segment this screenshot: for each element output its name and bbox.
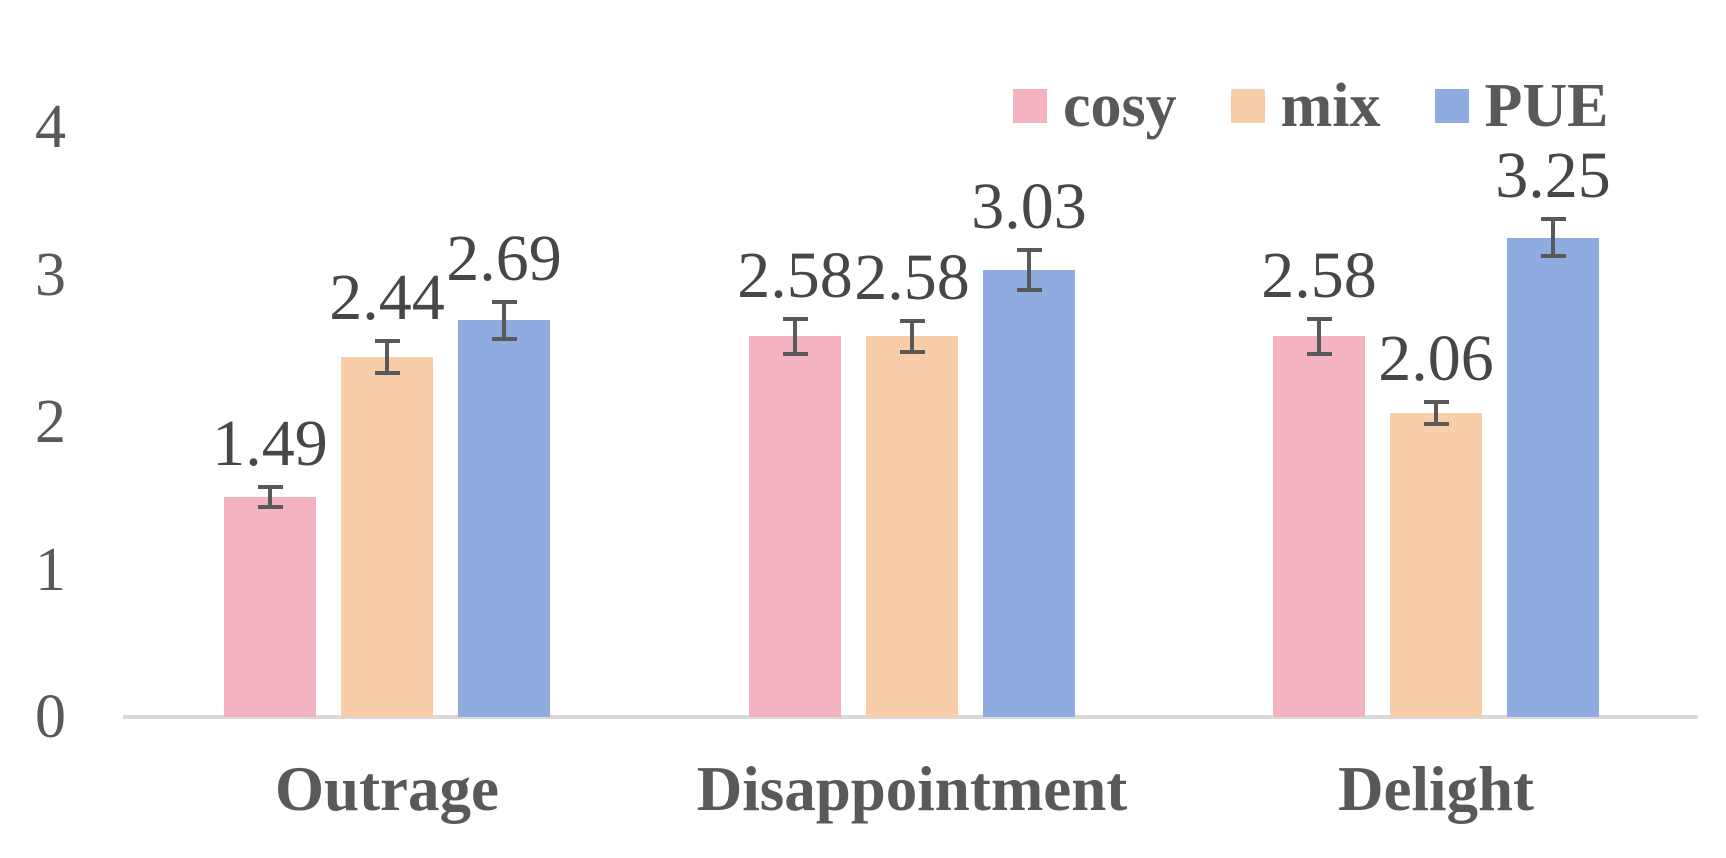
category-label: Disappointment bbox=[696, 754, 1128, 824]
category-label: Delight bbox=[1338, 754, 1534, 824]
legend-swatch-PUE bbox=[1434, 89, 1469, 123]
value-label: 1.49 bbox=[212, 407, 328, 481]
y-tick-label: 3 bbox=[35, 240, 66, 309]
category-label: Outrage bbox=[275, 754, 499, 824]
bar-PUE-disappointment bbox=[983, 270, 1075, 717]
error-bar-cap bbox=[1306, 351, 1332, 356]
value-label: 2.58 bbox=[737, 239, 853, 313]
error-bar-line bbox=[1434, 399, 1438, 427]
error-bar-cap bbox=[1423, 399, 1449, 404]
error-bar-cap bbox=[782, 317, 808, 322]
error-bar-cap bbox=[257, 505, 283, 510]
y-tick-label: 4 bbox=[35, 93, 66, 161]
error-bar-cap bbox=[1540, 254, 1566, 259]
error-bar-cap bbox=[899, 318, 925, 323]
error-bar-cap bbox=[491, 336, 517, 341]
legend-label-cosy: cosy bbox=[1063, 72, 1177, 140]
value-label: 3.03 bbox=[971, 169, 1087, 243]
error-bar-cap bbox=[899, 350, 925, 355]
x-axis-line bbox=[123, 715, 1698, 719]
value-label: 2.06 bbox=[1378, 321, 1494, 395]
error-bar-line bbox=[793, 317, 797, 356]
value-label: 3.25 bbox=[1495, 138, 1611, 212]
error-bar-cap bbox=[1016, 288, 1042, 293]
bar-cosy-outrage bbox=[224, 497, 316, 717]
error-bar-cap bbox=[1016, 247, 1042, 252]
legend-swatch-mix bbox=[1230, 89, 1265, 123]
error-bar-line bbox=[1027, 247, 1031, 293]
bar-cosy-delight bbox=[1273, 336, 1365, 717]
error-bar-line bbox=[910, 318, 914, 355]
y-tick-label: 1 bbox=[35, 535, 66, 604]
value-label: 2.44 bbox=[329, 261, 445, 335]
error-bar-line bbox=[1551, 216, 1555, 259]
error-bar-cap bbox=[1540, 216, 1566, 221]
error-bar-cap bbox=[257, 485, 283, 490]
bar-PUE-outrage bbox=[458, 320, 550, 717]
legend-swatch-cosy bbox=[1013, 89, 1047, 123]
value-label: 2.69 bbox=[446, 221, 562, 295]
error-bar-line bbox=[1317, 317, 1321, 356]
y-tick-label: 2 bbox=[35, 388, 66, 456]
y-tick-label: 0 bbox=[35, 683, 66, 751]
legend: cosy mix PUE bbox=[1013, 74, 1609, 138]
bar-cosy-disappointment bbox=[749, 336, 841, 717]
error-bar-cap bbox=[782, 351, 808, 356]
bar-PUE-delight bbox=[1507, 237, 1599, 717]
error-bar-cap bbox=[1306, 317, 1332, 322]
error-bar-cap bbox=[1423, 422, 1449, 427]
bar-mix-outrage bbox=[341, 357, 433, 717]
error-bar-line bbox=[268, 485, 272, 510]
bar-mix-disappointment bbox=[866, 336, 958, 717]
error-bar-cap bbox=[491, 299, 517, 304]
legend-item-cosy: cosy bbox=[1013, 75, 1177, 137]
error-bar-cap bbox=[374, 339, 400, 344]
value-label: 2.58 bbox=[1261, 239, 1377, 313]
legend-label-PUE: PUE bbox=[1484, 72, 1609, 140]
error-bar-cap bbox=[374, 370, 400, 375]
error-bar-line bbox=[502, 299, 506, 341]
legend-label-mix: mix bbox=[1280, 72, 1381, 140]
legend-item-PUE: PUE bbox=[1434, 72, 1609, 140]
error-bar-line bbox=[385, 339, 389, 375]
legend-item-mix: mix bbox=[1230, 72, 1381, 140]
bar-mix-delight bbox=[1390, 413, 1482, 717]
value-label: 2.58 bbox=[854, 240, 970, 314]
